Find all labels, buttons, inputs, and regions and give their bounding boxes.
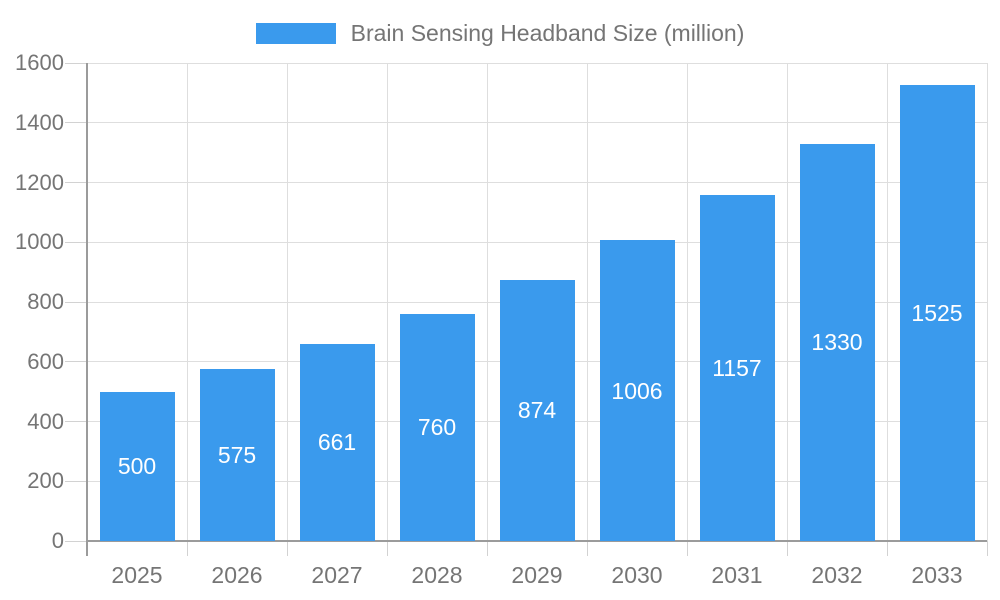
bar-2031[interactable]	[699, 195, 775, 541]
y-axis-tick-label: 600	[27, 348, 64, 374]
bar-2025[interactable]	[99, 391, 175, 541]
x-axis-tick-label: 2026	[211, 562, 263, 588]
y-tick	[65, 182, 87, 183]
bar-2029[interactable]	[499, 279, 575, 541]
bar-value-label: 1006	[611, 377, 663, 404]
y-gridline	[87, 241, 987, 243]
x-axis-tick-label: 2032	[811, 562, 863, 588]
x-axis-tick-label: 2031	[711, 562, 763, 588]
y-gridline	[87, 182, 987, 183]
legend-swatch	[255, 22, 336, 44]
y-axis-tick-label: 800	[27, 289, 64, 314]
x-axis-tick-label: 2025	[111, 562, 163, 588]
bar-2033[interactable]	[899, 85, 975, 541]
bar-2032[interactable]	[799, 143, 875, 541]
y-gridline	[87, 62, 987, 64]
x-axis-tick-label: 2027	[311, 562, 363, 588]
x-tick	[786, 541, 788, 556]
x-axis-tick-label: 2033	[911, 562, 963, 588]
y-axis-tick-label: 400	[27, 408, 64, 434]
y-tick	[65, 122, 87, 124]
y-tick	[65, 480, 87, 482]
bar-value-label: 1157	[712, 355, 762, 382]
bar-value-label: 500	[117, 453, 157, 480]
y-tick	[65, 62, 87, 64]
bar-2030[interactable]	[599, 240, 675, 541]
x-gridline	[486, 63, 488, 541]
y-gridline	[87, 122, 987, 124]
bar-value-label: 1330	[811, 329, 863, 356]
y-tick	[65, 421, 87, 422]
y-axis-tick-label: 1200	[15, 169, 64, 195]
x-tick	[186, 541, 188, 556]
y-tick	[65, 241, 87, 243]
x-tick	[386, 541, 388, 556]
x-tick	[686, 541, 688, 556]
bar-2028[interactable]	[399, 313, 475, 541]
legend-label: Brain Sensing Headband Size (million)	[350, 19, 745, 46]
bar-value-label: 661	[317, 429, 357, 456]
y-axis-tick-label: 1000	[15, 229, 64, 255]
bar-value-label: 874	[517, 397, 557, 424]
y-tick	[65, 361, 87, 363]
x-axis-tick-label: 2028	[411, 562, 463, 588]
bar-value-label: 1525	[911, 300, 963, 327]
x-gridline	[786, 63, 788, 541]
x-gridline	[886, 63, 888, 541]
bar-2026[interactable]	[199, 369, 275, 541]
x-gridline	[286, 63, 288, 541]
x-tick	[586, 541, 588, 556]
x-gridline	[986, 63, 988, 541]
y-tick	[65, 301, 87, 303]
x-gridline	[586, 63, 588, 541]
y-tick	[65, 540, 87, 542]
y-axis-tick-label: 0	[51, 528, 64, 553]
x-axis-tick-label: 2030	[611, 562, 663, 588]
x-axis-line	[87, 540, 987, 542]
y-axis-tick-label: 1400	[15, 109, 64, 135]
bar-value-label: 760	[417, 414, 457, 441]
x-tick	[286, 541, 288, 556]
y-axis-tick-label: 1600	[15, 50, 64, 75]
x-tick	[486, 541, 488, 556]
x-tick	[886, 541, 888, 556]
x-tick	[986, 541, 988, 556]
x-gridline	[186, 63, 188, 541]
y-axis-line	[86, 63, 88, 556]
x-gridline	[686, 63, 688, 541]
chart-legend[interactable]: Brain Sensing Headband Size (million)	[0, 20, 1000, 46]
x-axis-tick-label: 2029	[511, 562, 563, 588]
bar-2027[interactable]	[299, 343, 375, 541]
bar-value-label: 575	[217, 442, 257, 469]
y-axis-tick-label: 200	[27, 468, 64, 494]
x-gridline	[386, 63, 388, 541]
